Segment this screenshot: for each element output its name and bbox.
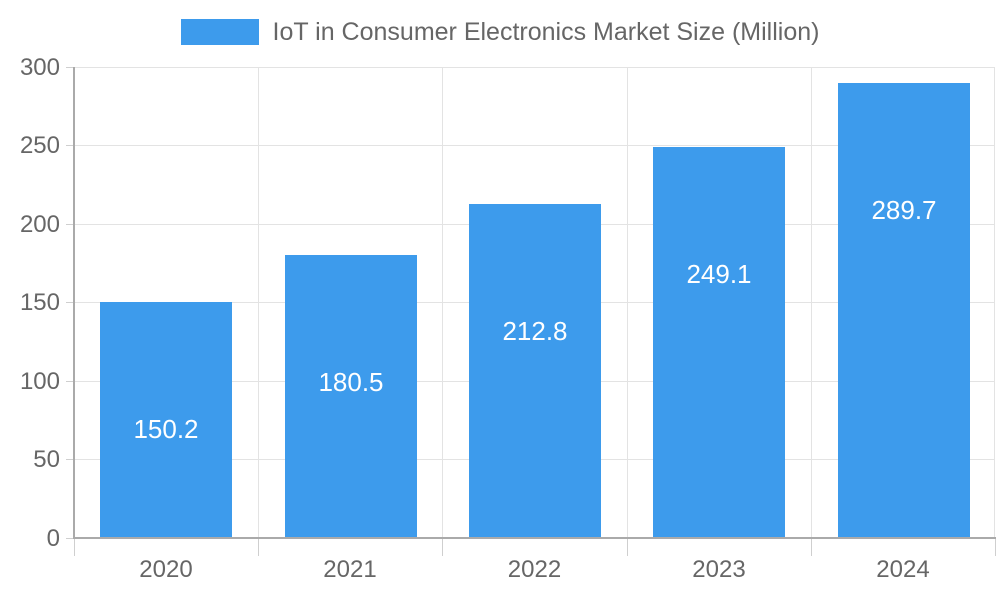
bar-2022[interactable]: 212.8	[469, 204, 601, 538]
gridline-x-3	[627, 67, 628, 538]
x-tick-mark-end	[995, 539, 996, 556]
y-tick-mark-50	[66, 459, 74, 460]
bar-2020[interactable]: 150.2	[100, 302, 232, 538]
x-tick-label-2023: 2023	[692, 556, 746, 583]
y-tick-label-250: 250	[19, 132, 60, 159]
x-tick-mark-3	[627, 539, 628, 556]
x-tick-mark-start	[74, 539, 75, 556]
y-tick-label-200: 200	[19, 211, 60, 238]
x-tick-label-2022: 2022	[507, 556, 562, 583]
y-tick-mark-250	[66, 145, 74, 146]
y-axis-tick-labels: 300 250 200 150 100 50 0	[0, 0, 60, 600]
bar-value-label-2024: 289.7	[871, 195, 937, 225]
y-tick-label-50: 50	[33, 446, 60, 473]
legend-color-swatch-icon	[180, 19, 259, 45]
bar-2021[interactable]: 180.5	[285, 255, 417, 538]
bar-2023[interactable]: 249.1	[653, 147, 785, 538]
y-tick-mark-100	[66, 381, 74, 382]
y-axis-line	[73, 67, 75, 539]
legend-label: IoT in Consumer Electronics Market Size …	[272, 17, 820, 46]
y-tick-label-150: 150	[19, 289, 60, 316]
y-tick-label-300: 300	[19, 54, 60, 81]
legend-item-series-1[interactable]: IoT in Consumer Electronics Market Size …	[180, 17, 820, 46]
y-tick-mark-300	[66, 67, 74, 68]
chart-legend: IoT in Consumer Electronics Market Size …	[0, 12, 1000, 52]
x-tick-mark-2	[442, 539, 443, 556]
bar-value-label-2021: 180.5	[318, 367, 384, 397]
bar-series-group: 150.2 180.5 212.8 249.1 289.7	[74, 67, 995, 538]
x-tick-label-2024: 2024	[876, 556, 930, 583]
y-tick-label-100: 100	[19, 368, 60, 395]
bar-value-label-2020: 150.2	[133, 414, 199, 444]
plot-right-border	[994, 67, 995, 538]
x-tick-mark-4	[811, 539, 812, 556]
x-tick-mark-1	[258, 539, 259, 556]
gridline-x-2	[442, 67, 443, 538]
x-tick-label-2020: 2020	[139, 556, 193, 583]
y-tick-label-0: 0	[46, 525, 60, 552]
x-axis-line	[74, 537, 996, 539]
bar-2024[interactable]: 289.7	[838, 83, 970, 538]
x-tick-label-2021: 2021	[323, 556, 377, 583]
y-tick-mark-0	[66, 538, 74, 539]
bar-value-label-2023: 249.1	[686, 259, 752, 289]
gridline-y-250	[74, 145, 995, 146]
bar-value-label-2022: 212.8	[502, 316, 568, 346]
y-tick-mark-150	[66, 302, 74, 303]
gridline-x-1	[258, 67, 259, 538]
y-tick-mark-200	[66, 224, 74, 225]
gridline-x-4	[811, 67, 812, 538]
gridline-y-300	[74, 67, 995, 68]
